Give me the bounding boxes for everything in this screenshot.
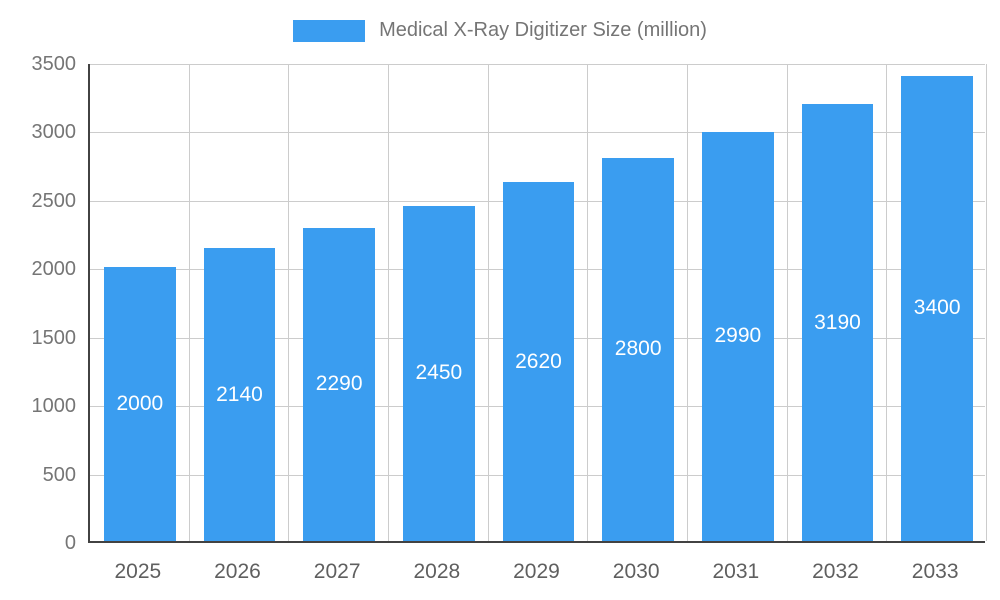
y-axis-tick-label: 3500 [31,53,77,75]
gridline-vertical [288,64,290,541]
gridline-vertical [487,64,489,541]
bar-value-label: 3400 [913,296,961,320]
legend-item[interactable]: Medical X-Ray Digitizer Size (million) [0,19,1000,42]
bar-value-label: 2000 [116,392,164,416]
y-axis-tick-label: 3000 [31,121,77,144]
x-axis-tick-label: 2030 [612,560,660,583]
bar-value-label: 2140 [216,382,263,406]
bar-value-label: 2290 [315,372,363,396]
x-axis-tick-label: 2033 [911,560,959,583]
bar: 2620 [502,182,575,541]
x-axis-tick-label: 2032 [812,560,859,583]
gridline-vertical [986,64,987,541]
bar: 3190 [801,104,874,541]
bar: 2990 [701,131,774,541]
gridline-vertical [388,64,389,541]
bar-value-label: 2800 [614,337,662,361]
gridline-vertical [886,64,888,541]
y-axis-tick-label: 2500 [31,189,77,212]
x-axis-tick-label: 2027 [313,560,361,583]
gridline-vertical [687,64,688,541]
legend-swatch [293,19,366,42]
gridline-horizontal [90,132,985,134]
bar-value-label: 2450 [415,361,463,385]
x-axis-tick-label: 2025 [114,560,162,583]
bar-value-label: 3190 [814,310,861,334]
y-axis-tick-label: 500 [42,463,76,486]
x-axis-tick-label: 2031 [712,560,760,583]
y-axis-tick-label: 2000 [31,258,77,281]
y-axis-tick-label: 1500 [31,326,77,349]
bar: 2140 [203,248,276,541]
gridline-horizontal [90,64,985,65]
gridline-vertical [587,64,589,541]
bar: 2450 [402,205,475,541]
legend-label: Medical X-Ray Digitizer Size (million) [379,19,707,41]
bar: 2000 [103,267,176,541]
bar-value-label: 2620 [515,349,562,373]
gridline-vertical [188,64,190,541]
plot-area: 2000 2140 2290 2450 2620 2800 2990 3190 3400 [88,64,987,543]
bar: 3400 [901,75,974,541]
gridline-vertical [786,64,788,541]
bar-value-label: 2990 [714,324,762,348]
y-axis-tick-label: 1000 [31,395,77,418]
x-axis-tick-label: 2026 [214,560,261,583]
x-axis-tick-label: 2029 [513,560,560,583]
bar: 2290 [303,227,376,541]
x-axis-tick-label: 2028 [413,560,461,583]
y-axis-tick-label: 0 [64,532,76,554]
bar: 2800 [602,157,675,541]
